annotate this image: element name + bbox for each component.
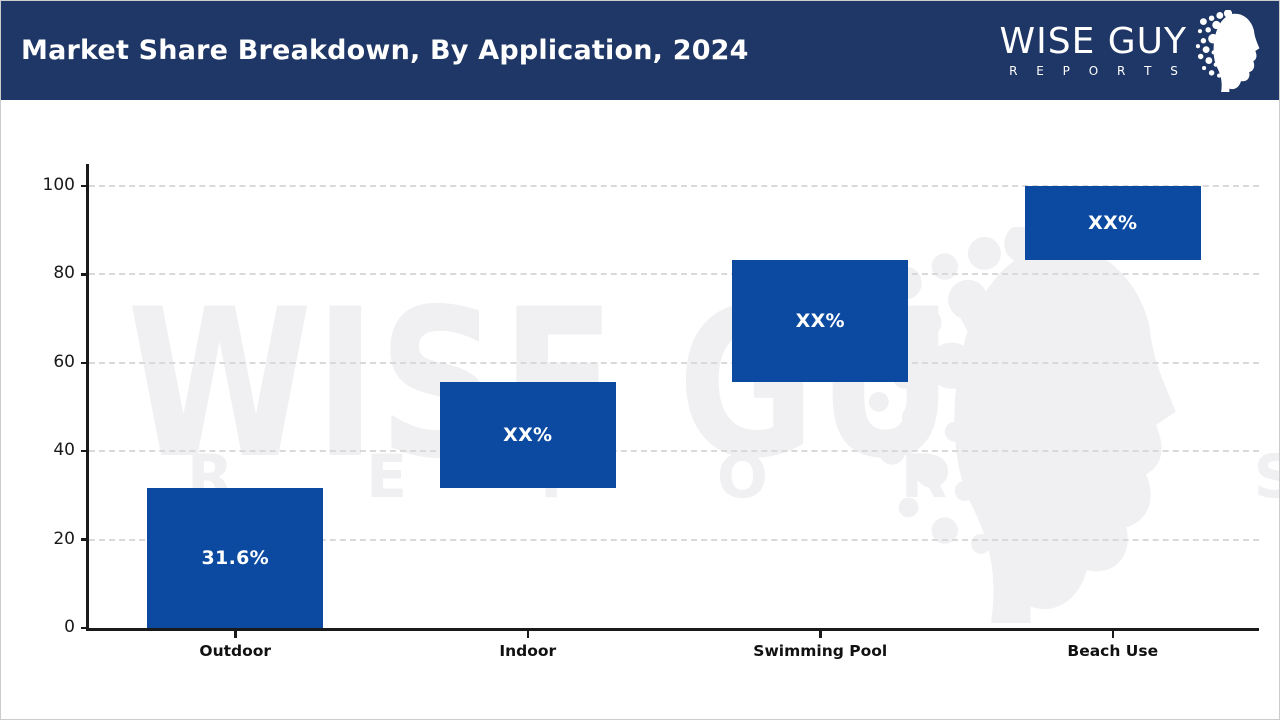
gridline-80 <box>89 273 1259 276</box>
chart-title: Market Share Breakdown, By Application, … <box>21 35 749 66</box>
ytick-label-100: 100 <box>42 175 75 195</box>
bar-beach-use: XX% <box>1024 186 1201 261</box>
bar-value-label: XX% <box>1088 212 1138 235</box>
ytick-mark-60 <box>81 361 89 365</box>
ytick-mark-20 <box>81 538 89 541</box>
ytick-mark-0 <box>81 626 89 630</box>
y-axis-line <box>86 164 89 631</box>
bar-swimming-pool: XX% <box>732 260 909 383</box>
wiseguy-logo-name: WISE GUY <box>999 21 1187 62</box>
ytick-label-40: 40 <box>53 440 75 461</box>
xtick-label-2: Swimming Pool <box>753 642 888 660</box>
bar-value-label: 31.6% <box>201 547 269 570</box>
xtick-mark-2 <box>819 630 822 638</box>
ytick-label-60: 60 <box>53 351 75 372</box>
gridline-40 <box>89 450 1259 453</box>
ytick-mark-80 <box>81 273 89 276</box>
bar-value-label: XX% <box>795 310 845 333</box>
bar-indoor: XX% <box>439 382 616 489</box>
wiseguy-logo: WISE GUY R E P O R T S <box>999 9 1266 92</box>
xtick-label-1: Indoor <box>499 642 557 660</box>
ytick-label-0: 0 <box>64 617 75 637</box>
wiseguy-logo-sub: R E P O R T S <box>1009 64 1186 78</box>
xtick-label-0: Outdoor <box>199 642 272 660</box>
xtick-mark-1 <box>526 630 529 638</box>
xtick-mark-3 <box>1111 630 1114 638</box>
xtick-mark-0 <box>234 630 237 638</box>
wiseguy-logo-text: WISE GUY R E P O R T S <box>999 21 1188 78</box>
gridline-60 <box>89 361 1259 364</box>
ytick-label-20: 20 <box>53 528 75 549</box>
bar-value-label: XX% <box>503 424 553 447</box>
x-axis-line <box>86 628 1259 631</box>
gridline-20 <box>89 538 1259 541</box>
header-bar: Market Share Breakdown, By Application, … <box>1 1 1279 100</box>
wiseguy-head-icon <box>1195 9 1260 92</box>
bar-outdoor: 31.6% <box>147 488 324 628</box>
xtick-label-3: Beach Use <box>1067 642 1159 660</box>
ytick-mark-100 <box>81 184 89 188</box>
ytick-label-80: 80 <box>53 263 75 284</box>
gridline-100 <box>89 185 1259 187</box>
ytick-mark-40 <box>81 449 89 453</box>
